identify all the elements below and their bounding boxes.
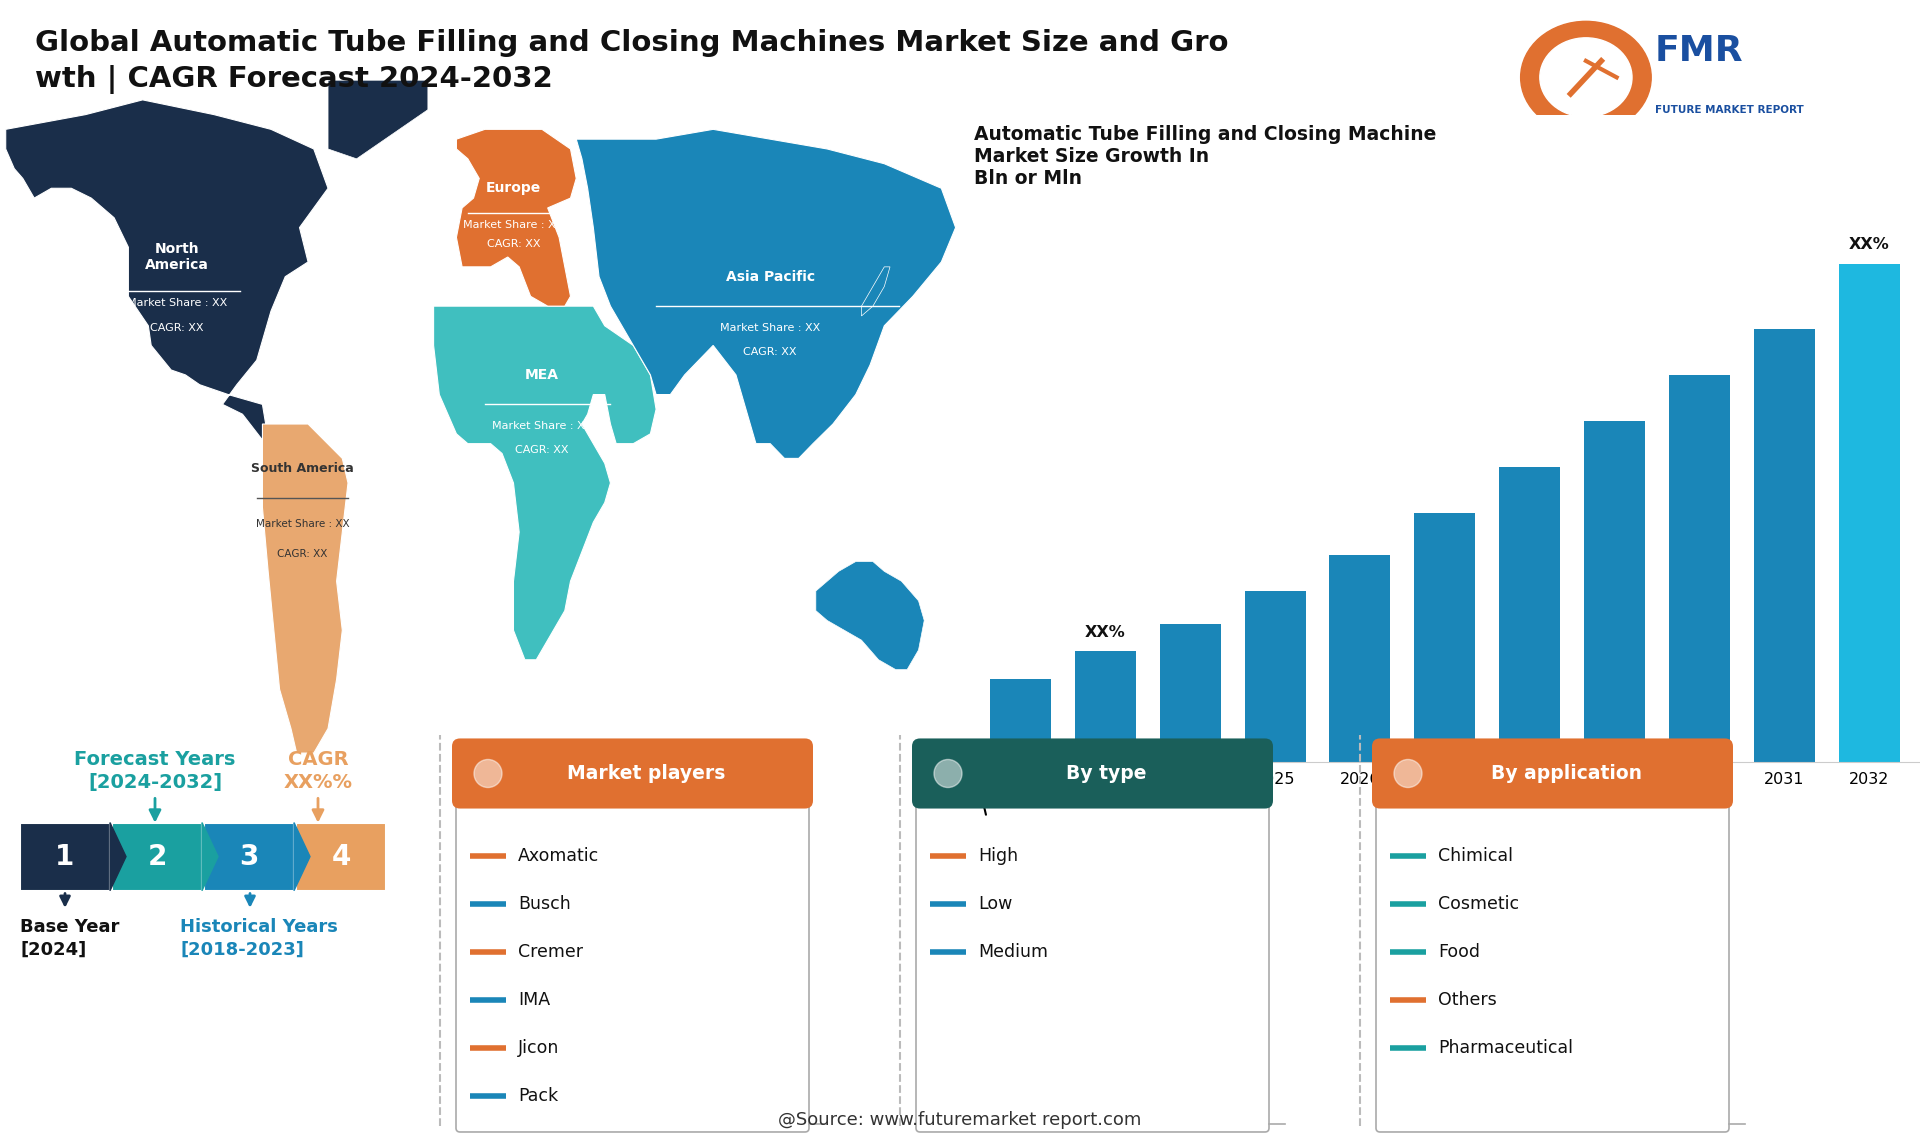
- Text: 1: 1: [56, 842, 75, 871]
- Bar: [1668, 375, 1730, 762]
- Text: XX%%: XX%%: [284, 774, 353, 793]
- FancyBboxPatch shape: [204, 823, 294, 890]
- Polygon shape: [576, 129, 956, 458]
- Text: [2024]: [2024]: [19, 941, 86, 959]
- Bar: [1500, 466, 1561, 762]
- Text: Global Automatic Tube Filling and Closing Machines Market Size and Gro
wth | CAG: Global Automatic Tube Filling and Closin…: [35, 29, 1229, 94]
- Text: FUTURE MARKET REPORT: FUTURE MARKET REPORT: [1655, 105, 1803, 116]
- Text: Cremer: Cremer: [518, 943, 584, 960]
- Circle shape: [1540, 38, 1632, 117]
- Text: [2018-2023]: [2018-2023]: [180, 941, 303, 959]
- Text: IMA: IMA: [518, 991, 551, 1008]
- Text: Market Share : XX: Market Share : XX: [127, 298, 227, 308]
- Polygon shape: [202, 823, 219, 890]
- Text: Medium: Medium: [977, 943, 1048, 960]
- Polygon shape: [263, 424, 348, 753]
- Circle shape: [474, 760, 501, 787]
- Text: By type: By type: [1066, 764, 1146, 783]
- Polygon shape: [294, 823, 309, 890]
- Text: Cosmetic: Cosmetic: [1438, 895, 1519, 912]
- Text: 3: 3: [240, 842, 259, 871]
- Polygon shape: [862, 267, 891, 316]
- Text: 2: 2: [148, 842, 167, 871]
- Text: Forecast Years: Forecast Years: [75, 751, 236, 769]
- FancyBboxPatch shape: [111, 823, 202, 890]
- Polygon shape: [328, 80, 428, 159]
- Text: Asia Pacific: Asia Pacific: [726, 269, 814, 284]
- Text: Historical Years: Historical Years: [180, 918, 338, 935]
- Text: CAGR: XX: CAGR: XX: [486, 240, 540, 249]
- Bar: [1839, 264, 1899, 762]
- Polygon shape: [434, 306, 657, 660]
- Text: Chimical: Chimical: [1438, 847, 1513, 864]
- Text: Market Share : XX: Market Share : XX: [255, 519, 349, 529]
- Bar: [1244, 591, 1306, 762]
- Circle shape: [933, 760, 962, 787]
- Text: 4: 4: [332, 842, 351, 871]
- Text: CAGR: XX: CAGR: XX: [276, 549, 328, 558]
- Bar: [991, 680, 1050, 762]
- Text: Market Share : XX: Market Share : XX: [720, 323, 820, 332]
- Text: Automatic Tube Filling and Closing Machine
Market Size Growth In
Bln or Mln: Automatic Tube Filling and Closing Machi…: [973, 125, 1436, 188]
- Polygon shape: [457, 129, 576, 306]
- Bar: [1753, 329, 1814, 762]
- Text: [2024-2032]: [2024-2032]: [88, 774, 223, 793]
- FancyBboxPatch shape: [19, 823, 109, 890]
- Text: Axomatic: Axomatic: [518, 847, 599, 864]
- Text: Low: Low: [977, 895, 1012, 912]
- Text: MEA: MEA: [524, 368, 559, 382]
- Text: Base Year: Base Year: [19, 918, 119, 935]
- Text: XX%: XX%: [1849, 237, 1889, 252]
- Bar: [1584, 421, 1645, 762]
- Bar: [1415, 513, 1475, 762]
- Bar: [1160, 623, 1221, 762]
- FancyBboxPatch shape: [296, 823, 386, 890]
- Text: FMR: FMR: [1655, 34, 1743, 68]
- Text: CAGR: XX: CAGR: XX: [515, 446, 568, 455]
- Bar: [1075, 651, 1137, 762]
- Text: Market players: Market players: [566, 764, 726, 783]
- Polygon shape: [816, 562, 924, 669]
- Text: Europe: Europe: [486, 181, 541, 195]
- Text: North
America: North America: [144, 242, 209, 272]
- Text: By application: By application: [1492, 764, 1642, 783]
- Bar: [1329, 555, 1390, 762]
- FancyBboxPatch shape: [451, 738, 812, 809]
- Text: Pharmaceutical: Pharmaceutical: [1438, 1039, 1572, 1057]
- FancyBboxPatch shape: [1373, 738, 1734, 809]
- Text: Others: Others: [1438, 991, 1498, 1008]
- Text: Pack: Pack: [518, 1086, 559, 1105]
- Polygon shape: [109, 823, 127, 890]
- Text: CAGR: XX: CAGR: XX: [743, 347, 797, 358]
- Text: @Source: www.futuremarket report.com: @Source: www.futuremarket report.com: [778, 1110, 1142, 1129]
- Text: XX%: XX%: [1085, 625, 1125, 639]
- Text: Food: Food: [1438, 943, 1480, 960]
- Circle shape: [1521, 22, 1651, 133]
- Text: Busch: Busch: [518, 895, 570, 912]
- FancyBboxPatch shape: [912, 738, 1273, 809]
- Text: Market Share : XX: Market Share : XX: [492, 421, 591, 431]
- Text: CAGR: XX: CAGR: XX: [150, 323, 204, 332]
- Polygon shape: [6, 100, 328, 444]
- Text: South America: South America: [252, 462, 353, 474]
- Text: Market Share : XX: Market Share : XX: [463, 220, 564, 229]
- Circle shape: [1394, 760, 1423, 787]
- Text: Jicon: Jicon: [518, 1039, 559, 1057]
- Text: CAGR: CAGR: [288, 751, 348, 769]
- Text: High: High: [977, 847, 1018, 864]
